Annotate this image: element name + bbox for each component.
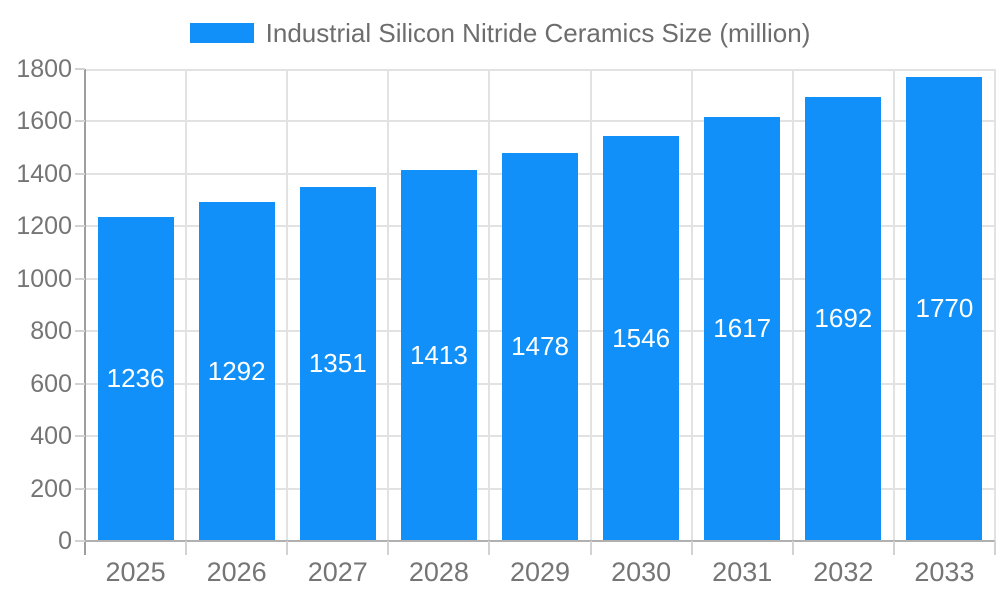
y-axis-label: 600 [30, 369, 72, 398]
bar[interactable]: 1478 [502, 153, 578, 541]
x-axis-label: 2031 [712, 557, 773, 587]
y-axis-label: 200 [30, 474, 72, 503]
y-axis-label: 1600 [16, 107, 72, 136]
y-tick [75, 277, 85, 280]
bar-value-label: 1351 [308, 348, 367, 378]
bar-value-label: 1770 [915, 293, 974, 323]
x-axis-label: 2028 [408, 557, 469, 587]
y-tick [75, 68, 85, 70]
bar[interactable]: 1546 [603, 136, 680, 541]
y-axis-label: 400 [30, 422, 72, 451]
x-axis-label: 2027 [307, 557, 368, 587]
x-axis-label: 2030 [611, 557, 672, 587]
v-gridline [589, 69, 592, 541]
legend[interactable]: Industrial Silicon Nitride Ceramics Size… [0, 17, 1000, 48]
y-axis-label: 800 [30, 317, 72, 346]
bar-value-label: 1413 [409, 339, 468, 370]
x-axis-label: 2033 [914, 557, 975, 587]
x-tick [994, 541, 996, 555]
v-gridline [892, 69, 895, 541]
x-tick [185, 541, 188, 555]
y-tick [75, 172, 85, 175]
v-gridline [387, 69, 390, 541]
y-axis-labels: 0 200 400 600 800 1000 1200 1400 1600 1800 [0, 0, 72, 600]
x-axis-label: 2026 [206, 557, 267, 587]
bar[interactable]: 1617 [704, 117, 781, 541]
y-tick [75, 435, 85, 438]
y-tick [75, 540, 85, 542]
legend-label: Industrial Silicon Nitride Ceramics Size… [265, 17, 811, 48]
x-tick [488, 541, 491, 555]
y-axis-label: 1200 [16, 212, 72, 241]
y-tick [75, 330, 85, 333]
y-axis-label: 1000 [16, 264, 72, 293]
y-axis-label: 1400 [16, 159, 72, 188]
v-gridline [286, 69, 289, 541]
bar-value-label: 1546 [612, 322, 671, 353]
bar[interactable]: 1351 [299, 187, 376, 541]
y-axis-line [84, 69, 86, 555]
bar-value-label: 1292 [207, 355, 266, 386]
bar[interactable]: 1292 [198, 202, 275, 541]
bar-value-label: 1692 [814, 303, 873, 333]
v-gridline [690, 69, 693, 541]
y-tick [75, 487, 85, 490]
x-axis-label: 2032 [813, 557, 874, 587]
x-tick [690, 541, 693, 555]
plot-area: 1236 1292 1351 1413 1478 1546 1617 1692 1770 [85, 69, 996, 541]
bar[interactable]: 1413 [400, 170, 477, 541]
x-tick [589, 541, 592, 555]
x-tick [387, 541, 390, 555]
x-tick [791, 541, 794, 555]
bar[interactable]: 1692 [805, 97, 882, 541]
y-tick [75, 120, 85, 123]
x-tick [892, 541, 895, 555]
x-axis-label: 2025 [105, 557, 166, 587]
v-gridline [994, 69, 996, 541]
x-axis-label: 2029 [509, 557, 571, 587]
h-gridline [85, 120, 995, 123]
y-tick [75, 225, 85, 228]
y-axis-label: 1800 [16, 55, 72, 83]
h-gridline [85, 69, 995, 71]
x-tick [286, 541, 289, 555]
x-axis-line [85, 540, 995, 542]
bar-value-label: 1478 [511, 331, 569, 361]
legend-swatch-icon [189, 23, 254, 43]
v-gridline [488, 69, 491, 541]
bar-value-label: 1617 [713, 313, 772, 343]
bar[interactable]: 1770 [906, 77, 983, 541]
y-tick [75, 382, 85, 385]
bar-value-label: 1236 [106, 363, 165, 393]
v-gridline [185, 69, 188, 541]
y-axis-label: 0 [58, 527, 72, 555]
v-gridline [791, 69, 794, 541]
bar[interactable]: 1236 [97, 217, 174, 541]
